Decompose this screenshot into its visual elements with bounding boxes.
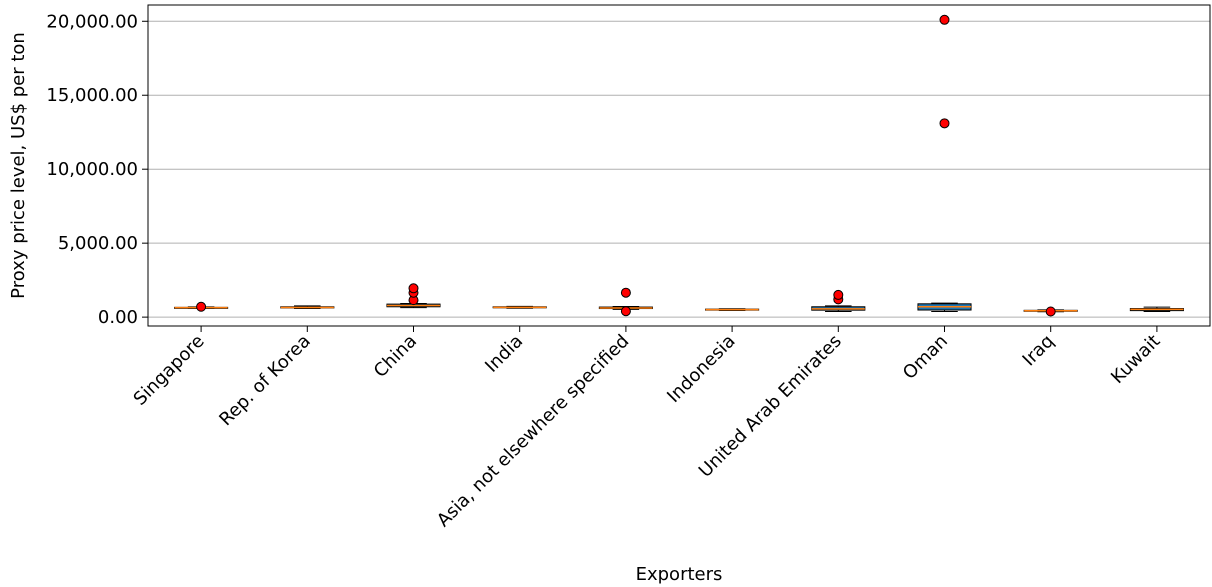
x-tick-label: Asia, not elsewhere specified [433,331,633,531]
y-axis: 0.00 5,000.00 10,000.00 15,000.00 20,000.00 [46,11,148,328]
outlier-point [620,287,631,298]
x-tick-label: China [370,331,421,382]
box-indonesia [705,308,760,311]
x-tick-label: Iraq [1019,331,1059,371]
y-axis-title: Proxy price level, US$ per ton [8,32,29,299]
x-tick-label: Singapore [130,331,209,410]
x-axis-title: Exporters [636,564,723,585]
outlier-point [196,301,207,312]
y-tick-label: 5,000.00 [58,233,138,254]
box-rep-of-korea [280,305,335,310]
y-tick-label: 10,000.00 [46,159,138,180]
box-united-arab-emirates [811,289,866,313]
plot-frame [147,4,1211,327]
box-singapore [174,301,229,312]
outlier-point [939,14,950,25]
box-oman [917,14,972,313]
y-tick-label: 0.00 [98,307,138,328]
x-tick-label: Kuwait [1107,331,1164,388]
y-tick-label: 20,000.00 [46,11,138,32]
outlier-point [620,306,631,317]
outlier-point [833,289,844,300]
box-india [492,305,547,309]
y-tick-label: 15,000.00 [46,85,138,106]
grid-lines [148,20,1210,318]
outlier-point [939,118,950,129]
x-tick-label: Rep. of Korea [215,331,315,431]
box-iraq [1023,306,1078,317]
x-tick-label: Oman [899,331,952,384]
x-tick-label: India [481,331,527,377]
box-kuwait [1129,306,1184,313]
outlier-point [1045,306,1056,317]
outlier-point [408,283,419,294]
box-china [386,283,441,309]
box-series [174,14,1184,317]
x-tick-label: Indonesia [663,331,739,407]
box-asia-not-elsewhere-specified [598,287,653,317]
